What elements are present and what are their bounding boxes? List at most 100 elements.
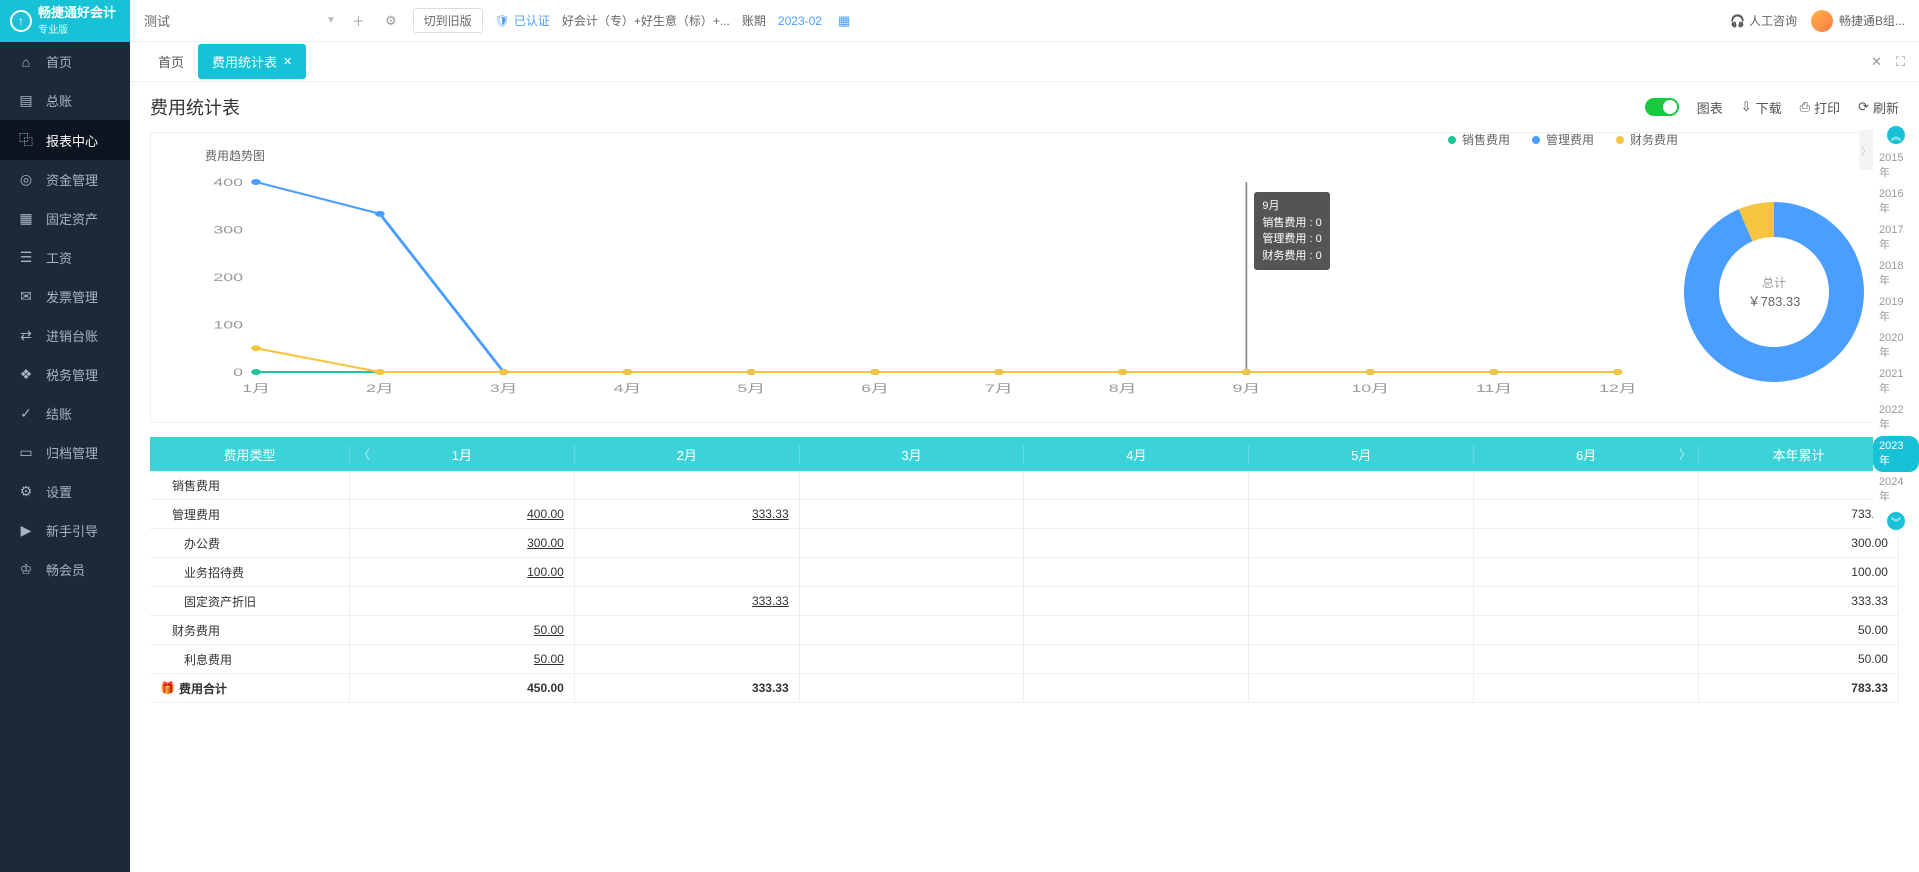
td-label: 财务费用 bbox=[150, 616, 350, 644]
nav-item-2[interactable]: ⿻报表中心 bbox=[0, 120, 130, 160]
td-value bbox=[1474, 471, 1699, 499]
tab-close-icon[interactable]: ✕ bbox=[283, 55, 292, 68]
tab-0[interactable]: 首页 bbox=[144, 44, 198, 79]
period-value[interactable]: 2023-02 bbox=[778, 14, 822, 28]
td-value bbox=[575, 471, 800, 499]
year-scroll-down[interactable]: ︾ bbox=[1887, 512, 1905, 530]
nav-item-9[interactable]: ✓结账 bbox=[0, 394, 130, 433]
svg-text:8月: 8月 bbox=[1109, 383, 1137, 395]
legend-dot bbox=[1616, 136, 1624, 144]
year-item[interactable]: 2018年 bbox=[1873, 256, 1919, 292]
td-value bbox=[1024, 529, 1249, 557]
table-row[interactable]: 财务费用50.0050.00 bbox=[150, 616, 1899, 645]
year-item[interactable]: 2017年 bbox=[1873, 220, 1919, 256]
year-item[interactable]: 2016年 bbox=[1873, 184, 1919, 220]
td-value bbox=[1024, 587, 1249, 615]
period-label: 账期 bbox=[742, 12, 766, 29]
nav-icon: ▦ bbox=[18, 210, 34, 227]
chart-toggle-label: 图表 bbox=[1697, 98, 1723, 117]
year-item[interactable]: 2023年 bbox=[1873, 436, 1919, 472]
table-row[interactable]: 管理费用400.00333.33733.33 bbox=[150, 500, 1899, 529]
logo-edition: 专业版 bbox=[38, 21, 116, 36]
svg-text:300: 300 bbox=[213, 225, 243, 237]
year-item[interactable]: 2019年 bbox=[1873, 292, 1919, 328]
expense-table: 费用类型 〈 〉 1月2月3月4月5月6月 本年累计 销售费用管理费用400.0… bbox=[150, 437, 1899, 862]
download-button[interactable]: ⇩下载 bbox=[1741, 98, 1782, 117]
download-icon: ⇩ bbox=[1741, 99, 1752, 115]
nav-item-11[interactable]: ⚙设置 bbox=[0, 472, 130, 511]
nav-item-0[interactable]: ⌂首页 bbox=[0, 42, 130, 81]
refresh-button[interactable]: ⟳刷新 bbox=[1858, 98, 1899, 117]
table-row[interactable]: 销售费用 bbox=[150, 471, 1899, 500]
year-item[interactable]: 2015年 bbox=[1873, 148, 1919, 184]
td-value bbox=[1249, 558, 1474, 586]
logo[interactable]: ↑ 畅捷通好会计 专业版 bbox=[0, 0, 130, 42]
user-name: 畅捷通B组... bbox=[1839, 12, 1905, 29]
td-value bbox=[800, 645, 1025, 673]
year-item[interactable]: 2021年 bbox=[1873, 364, 1919, 400]
svg-text:7月: 7月 bbox=[985, 383, 1013, 395]
year-scroll-up[interactable]: ︽ bbox=[1887, 126, 1905, 144]
nav-item-8[interactable]: ❖税务管理 bbox=[0, 355, 130, 394]
nav-icon: ⿻ bbox=[18, 130, 34, 150]
donut-chart[interactable]: 总计 ￥783.33 bbox=[1674, 192, 1874, 392]
th-month: 5月 bbox=[1249, 445, 1474, 464]
td-value bbox=[800, 500, 1025, 528]
close-tab-icon[interactable]: ✕ bbox=[1871, 54, 1882, 70]
nav-label: 资金管理 bbox=[46, 170, 98, 189]
chart-toggle[interactable] bbox=[1645, 98, 1679, 116]
nav-item-4[interactable]: ▦固定资产 bbox=[0, 199, 130, 238]
nav-item-3[interactable]: ◎资金管理 bbox=[0, 160, 130, 199]
td-total: 300.00 bbox=[1699, 529, 1899, 557]
legend-item[interactable]: 财务费用 bbox=[1616, 132, 1678, 148]
year-item[interactable]: 2024年 bbox=[1873, 472, 1919, 508]
switch-old-version-button[interactable]: 切到旧版 bbox=[413, 8, 483, 33]
tab-1[interactable]: 费用统计表✕ bbox=[198, 44, 306, 79]
legend-item[interactable]: 管理费用 bbox=[1532, 132, 1594, 148]
year-rail-collapse[interactable]: 〉 bbox=[1859, 130, 1873, 170]
nav-icon: ☰ bbox=[18, 249, 34, 266]
nav-item-12[interactable]: ▶新手引导 bbox=[0, 511, 130, 550]
nav-label: 畅会员 bbox=[46, 560, 85, 579]
th-year-total: 本年累计 bbox=[1699, 445, 1899, 464]
td-total: 50.00 bbox=[1699, 616, 1899, 644]
nav-item-13[interactable]: ♔畅会员 bbox=[0, 550, 130, 589]
td-value bbox=[800, 529, 1025, 557]
td-value bbox=[575, 558, 800, 586]
print-button[interactable]: ⎙打印 bbox=[1800, 98, 1840, 117]
nav-item-7[interactable]: ⇄进销台账 bbox=[0, 316, 130, 355]
calendar-icon[interactable]: ▦ bbox=[834, 9, 854, 33]
td-label: 管理费用 bbox=[150, 500, 350, 528]
year-item[interactable]: 2020年 bbox=[1873, 328, 1919, 364]
table-row[interactable]: 办公费300.00300.00 bbox=[150, 529, 1899, 558]
table-row[interactable]: 利息费用50.0050.00 bbox=[150, 645, 1899, 674]
nav-item-5[interactable]: ☰ 工资 bbox=[0, 238, 130, 277]
td-value: 50.00 bbox=[350, 645, 575, 673]
td-value bbox=[575, 645, 800, 673]
nav-item-1[interactable]: ▤总账 bbox=[0, 81, 130, 120]
td-value bbox=[1474, 529, 1699, 557]
td-value: 450.00 bbox=[350, 674, 575, 702]
td-value bbox=[350, 471, 575, 499]
svg-text:12月: 12月 bbox=[1599, 383, 1634, 395]
user-menu[interactable]: 畅捷通B组... bbox=[1811, 10, 1905, 32]
nav-item-10[interactable]: ▭归档管理 bbox=[0, 433, 130, 472]
td-value bbox=[1249, 529, 1474, 557]
donut-center-value: ￥783.33 bbox=[1748, 291, 1801, 310]
table-row[interactable]: 业务招待费100.00100.00 bbox=[150, 558, 1899, 587]
legend-item[interactable]: 销售费用 bbox=[1448, 132, 1510, 148]
td-label: 业务招待费 bbox=[150, 558, 350, 586]
content: 费用趋势图 销售费用管理费用财务费用 01002003004001月2月3月4月… bbox=[130, 132, 1919, 872]
nav-item-6[interactable]: ✉发票管理 bbox=[0, 277, 130, 316]
year-item[interactable]: 2022年 bbox=[1873, 400, 1919, 436]
support-link[interactable]: 🎧 人工咨询 bbox=[1730, 12, 1797, 29]
org-selector[interactable]: 测试 ▼ bbox=[144, 11, 336, 30]
add-icon[interactable]: ＋ bbox=[348, 7, 369, 34]
nav-label: 工资 bbox=[46, 248, 72, 267]
td-value bbox=[1474, 616, 1699, 644]
nav-icon: ⚙ bbox=[18, 483, 34, 500]
gear-icon[interactable]: ⚙ bbox=[381, 9, 401, 33]
line-chart[interactable]: 01002003004001月2月3月4月5月6月7月8月9月10月11月12月… bbox=[175, 172, 1634, 402]
table-row[interactable]: 固定资产折旧333.33333.33 bbox=[150, 587, 1899, 616]
fullscreen-icon[interactable]: ⛶ bbox=[1896, 54, 1905, 70]
